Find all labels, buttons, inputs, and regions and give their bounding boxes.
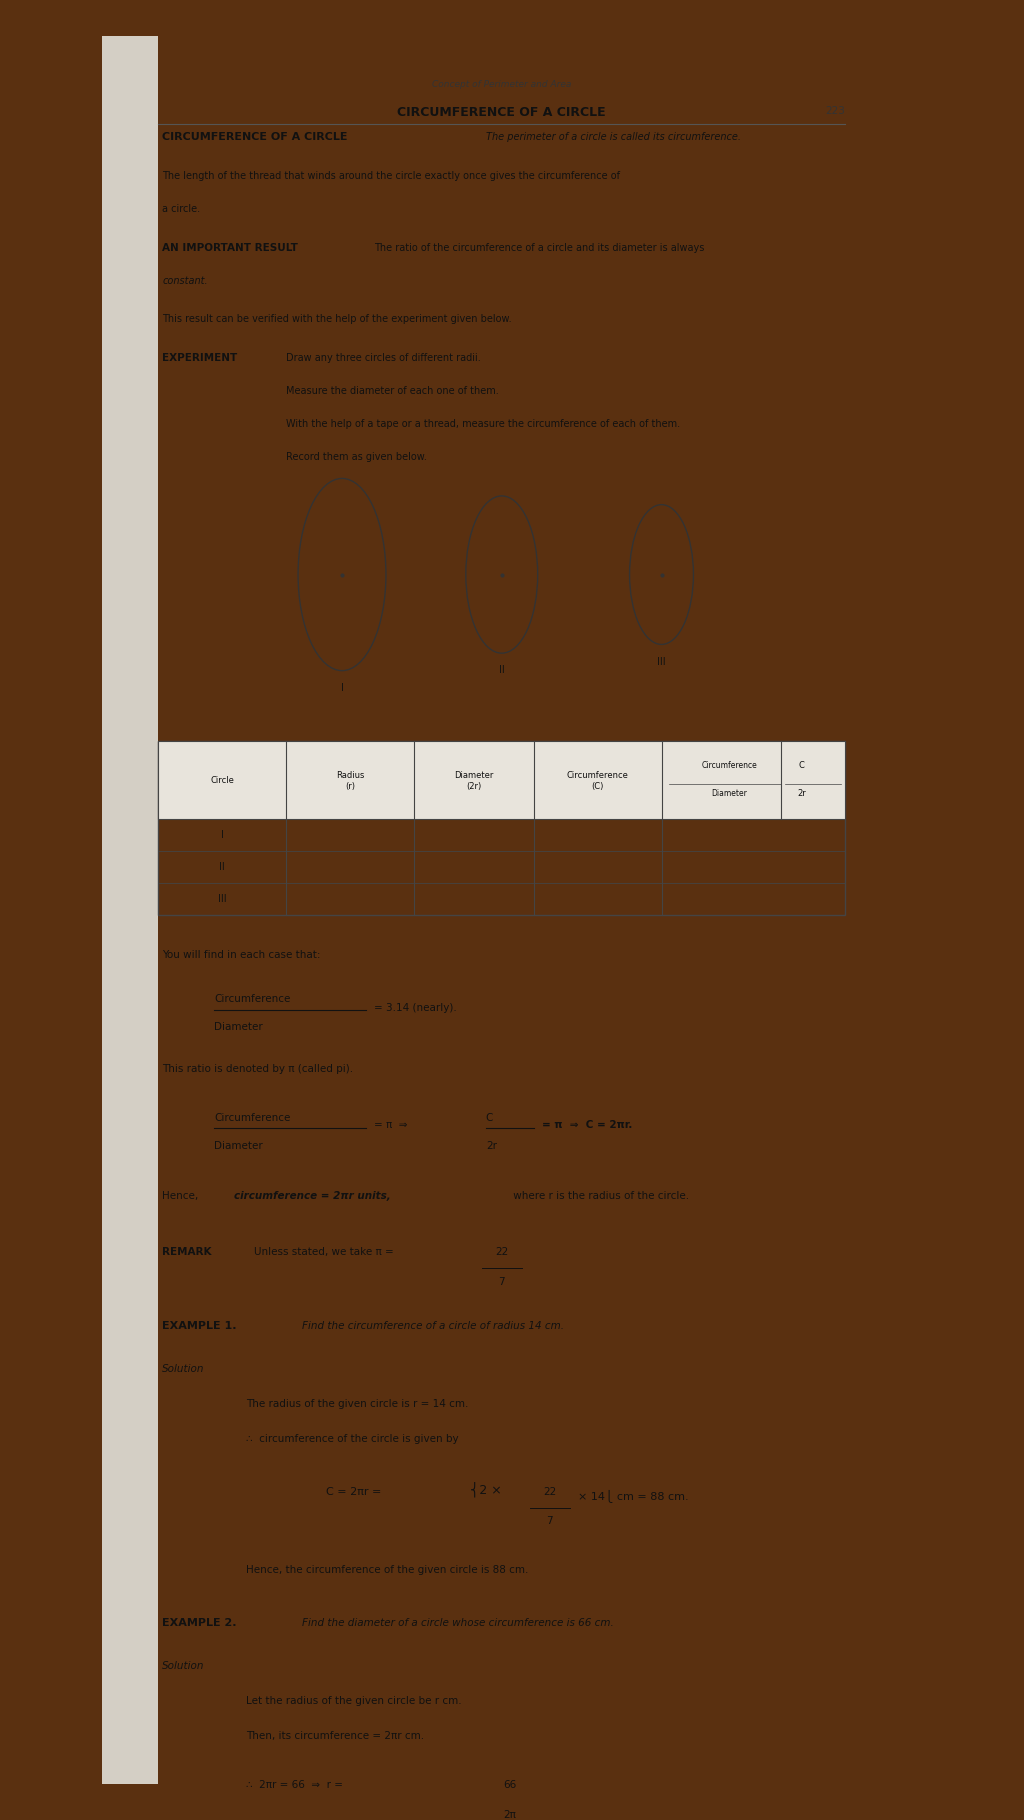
Text: The perimeter of a circle is called its circumference.: The perimeter of a circle is called its … xyxy=(485,133,740,142)
Text: The length of the thread that winds around the circle exactly once gives the cir: The length of the thread that winds arou… xyxy=(162,171,621,180)
Text: With the help of a tape or a thread, measure the circumference of each of them.: With the help of a tape or a thread, mea… xyxy=(286,419,680,430)
Text: EXAMPLE 2.: EXAMPLE 2. xyxy=(162,1618,237,1627)
Text: Diameter: Diameter xyxy=(214,1021,263,1032)
Text: circumference = 2πr units,: circumference = 2πr units, xyxy=(234,1192,391,1201)
Text: AN IMPORTANT RESULT: AN IMPORTANT RESULT xyxy=(162,242,298,253)
Text: = π  ⇒: = π ⇒ xyxy=(374,1119,408,1130)
Text: II: II xyxy=(219,863,225,872)
Text: Unless stated, we take π =: Unless stated, we take π = xyxy=(254,1247,394,1258)
Text: Find the circumference of a circle of radius 14 cm.: Find the circumference of a circle of ra… xyxy=(302,1321,564,1330)
Text: 7: 7 xyxy=(547,1516,553,1527)
Text: 223: 223 xyxy=(825,106,845,116)
Text: Then, its circumference = 2πr cm.: Then, its circumference = 2πr cm. xyxy=(246,1731,424,1742)
Text: The radius of the given circle is r = 14 cm.: The radius of the given circle is r = 14… xyxy=(246,1400,469,1409)
Text: C: C xyxy=(799,761,804,770)
Text: Record them as given below.: Record them as given below. xyxy=(286,451,427,462)
Text: Let the radius of the given circle be r cm.: Let the radius of the given circle be r … xyxy=(246,1696,462,1705)
Text: Hence,: Hence, xyxy=(162,1192,205,1201)
Text: constant.: constant. xyxy=(162,277,208,286)
Text: × 14⎩ cm = 88 cm.: × 14⎩ cm = 88 cm. xyxy=(578,1489,688,1502)
Text: = 3.14 (nearly).: = 3.14 (nearly). xyxy=(374,1003,457,1014)
Text: = π  ⇒  C = 2πr.: = π ⇒ C = 2πr. xyxy=(542,1119,632,1130)
Text: 2r: 2r xyxy=(485,1141,497,1150)
Text: Circle: Circle xyxy=(210,775,234,784)
Text: Diameter
(2r): Diameter (2r) xyxy=(454,770,494,790)
Text: 22: 22 xyxy=(496,1247,508,1258)
Text: Circumference: Circumference xyxy=(214,1112,291,1123)
Text: EXPERIMENT: EXPERIMENT xyxy=(162,353,238,362)
Text: Draw any three circles of different radii.: Draw any three circles of different radi… xyxy=(286,353,481,362)
Text: CIRCUMFERENCE OF A CIRCLE: CIRCUMFERENCE OF A CIRCLE xyxy=(162,133,348,142)
Text: The ratio of the circumference of a circle and its diameter is always: The ratio of the circumference of a circ… xyxy=(374,242,705,253)
Text: I: I xyxy=(341,682,343,693)
Text: C = 2πr =: C = 2πr = xyxy=(326,1487,385,1496)
Text: REMARK: REMARK xyxy=(162,1247,212,1258)
Text: Diameter: Diameter xyxy=(712,790,748,799)
Text: Circumference
(C): Circumference (C) xyxy=(566,770,629,790)
Text: 7: 7 xyxy=(499,1278,505,1287)
Bar xyxy=(159,741,845,819)
Text: 2π: 2π xyxy=(504,1809,516,1820)
Text: Concept of Perimeter and Area: Concept of Perimeter and Area xyxy=(432,80,571,89)
Text: Find the diameter of a circle whose circumference is 66 cm.: Find the diameter of a circle whose circ… xyxy=(302,1618,613,1627)
Text: 2r: 2r xyxy=(797,790,806,799)
Text: where r is the radius of the circle.: where r is the radius of the circle. xyxy=(510,1192,689,1201)
Text: a circle.: a circle. xyxy=(162,204,201,215)
Text: III: III xyxy=(657,657,666,666)
Text: Solution: Solution xyxy=(162,1662,205,1671)
Text: This result can be verified with the help of the experiment given below.: This result can be verified with the hel… xyxy=(162,315,512,324)
Bar xyxy=(102,36,159,1784)
Text: ∴  circumference of the circle is given by: ∴ circumference of the circle is given b… xyxy=(246,1434,459,1443)
Text: 22: 22 xyxy=(543,1487,556,1496)
Text: CIRCUMFERENCE OF A CIRCLE: CIRCUMFERENCE OF A CIRCLE xyxy=(397,106,606,120)
Text: ∴  2πr = 66  ⇒  r =: ∴ 2πr = 66 ⇒ r = xyxy=(246,1780,343,1791)
Text: II: II xyxy=(499,666,505,675)
Text: Circumference: Circumference xyxy=(214,994,291,1005)
Text: You will find in each case that:: You will find in each case that: xyxy=(162,950,321,961)
Text: Measure the diameter of each one of them.: Measure the diameter of each one of them… xyxy=(286,386,499,395)
Text: III: III xyxy=(218,894,226,905)
Text: C: C xyxy=(485,1112,494,1123)
Text: ⎨2 ×: ⎨2 × xyxy=(470,1481,502,1496)
Text: This ratio is denoted by π (called pi).: This ratio is denoted by π (called pi). xyxy=(162,1063,353,1074)
Text: Hence, the circumference of the given circle is 88 cm.: Hence, the circumference of the given ci… xyxy=(246,1565,528,1574)
Text: Radius
(r): Radius (r) xyxy=(336,770,365,790)
Text: Solution: Solution xyxy=(162,1365,205,1374)
Text: 66: 66 xyxy=(503,1780,516,1791)
Text: Circumference: Circumference xyxy=(701,761,758,770)
Text: EXAMPLE 1.: EXAMPLE 1. xyxy=(162,1321,237,1330)
Text: Diameter: Diameter xyxy=(214,1141,263,1150)
Bar xyxy=(159,741,845,915)
Text: I: I xyxy=(221,830,223,841)
